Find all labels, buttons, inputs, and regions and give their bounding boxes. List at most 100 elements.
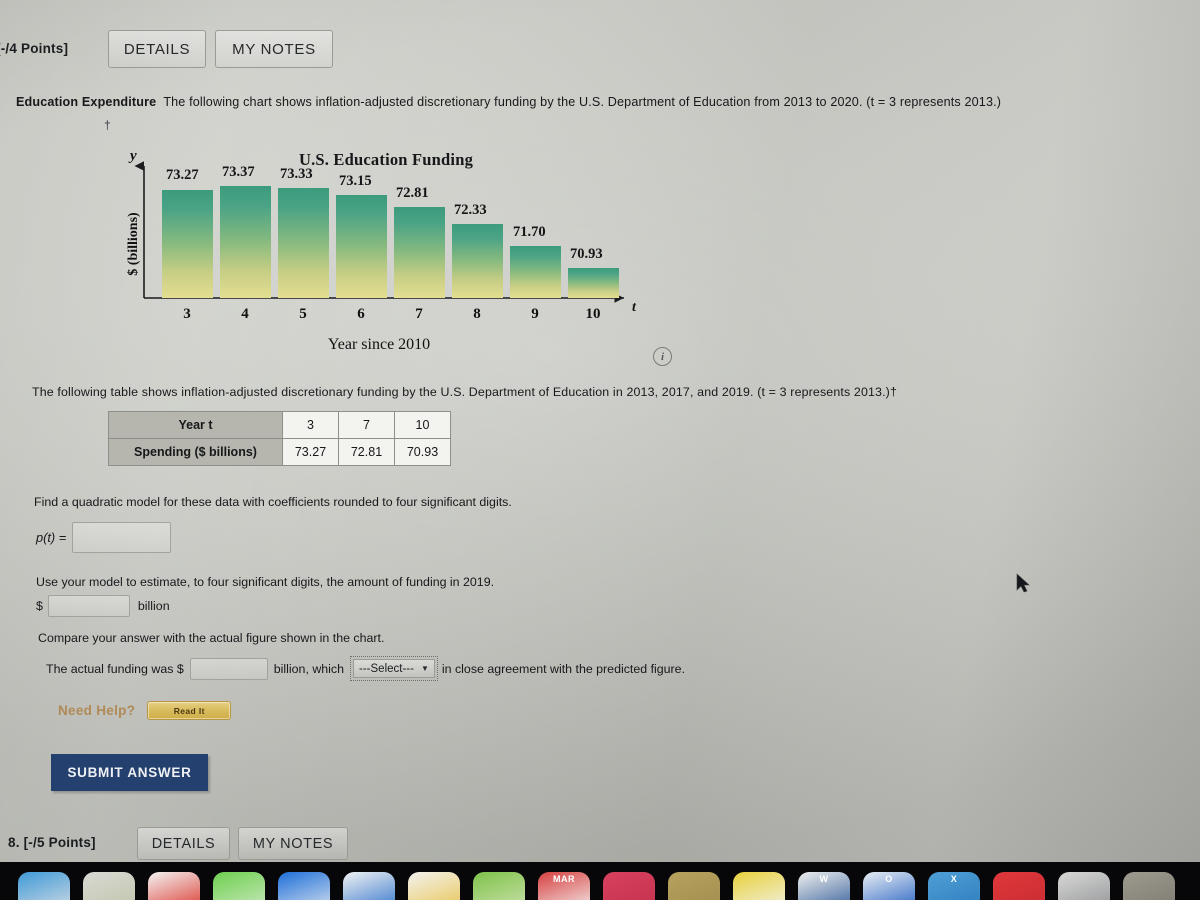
music-icon[interactable] [603, 872, 655, 900]
outlook-icon-glyph: O [885, 874, 893, 884]
system-settings-icon[interactable] [1058, 872, 1110, 900]
xcode-icon-glyph: X [950, 874, 958, 884]
xcode-icon[interactable]: X [928, 872, 980, 900]
table-cell: 7 [338, 411, 395, 439]
chart-bar [394, 207, 445, 298]
table-row: Year t 3 7 10 [108, 411, 451, 439]
next-problem-header: 8. [-/5 Points] DETAILS MY NOTES [0, 827, 1200, 863]
notes-green-icon[interactable] [473, 872, 525, 900]
photos-icon[interactable] [83, 872, 135, 900]
data-table: Year t 3 7 10 Spending ($ billions) 73.2… [108, 411, 451, 466]
my-notes-button-2[interactable]: MY NOTES [238, 827, 348, 860]
bar-value-label: 73.15 [339, 173, 372, 189]
table-cell: 3 [282, 411, 339, 439]
chart-bar [510, 246, 561, 298]
chart-title: U.S. Education Funding [298, 150, 474, 169]
actual-prefix-label: The actual funding was $ [46, 661, 184, 676]
finder-icon[interactable] [18, 872, 70, 900]
table-cell: 73.27 [282, 438, 339, 466]
agreement-select[interactable]: ---Select--- ▼ [353, 659, 435, 678]
word-icon[interactable]: W [798, 872, 850, 900]
need-help-label: Need Help? [58, 703, 136, 718]
table-row: Spending ($ billions) 73.27 72.81 70.93 [108, 438, 451, 466]
chart-figure: † U.S. Education Funding y t $ (billions… [96, 118, 676, 363]
appstore-icon[interactable] [408, 872, 460, 900]
question-2-answer-row: $ billion [36, 595, 170, 617]
exercise-prompt-text: The following chart shows inflation-adju… [163, 95, 1002, 109]
bar-value-label: 73.33 [280, 166, 313, 182]
details-button-2[interactable]: DETAILS [137, 827, 230, 860]
mouse-cursor [1016, 573, 1030, 593]
x-tick-label: 10 [585, 306, 601, 322]
my-notes-button[interactable]: MY NOTES [215, 30, 333, 68]
chevron-down-icon: ▼ [420, 664, 429, 673]
pt-input[interactable] [72, 522, 172, 553]
question-3-answer-row: The actual funding was $ billion, which … [46, 656, 685, 681]
mail-icon[interactable] [278, 872, 330, 900]
points-label: [-/4 Points] [0, 41, 69, 56]
excel-blue-icon[interactable] [343, 872, 395, 900]
question-2-text: Use your model to estimate, to four sign… [36, 575, 495, 589]
x-tick-label: 4 [241, 306, 249, 322]
x-tick-label: 6 [357, 306, 365, 322]
agreement-select-value: ---Select--- [359, 662, 414, 675]
table-prompt: The following table shows inflation-adju… [32, 385, 897, 399]
estimate-input[interactable] [47, 595, 130, 617]
chart-bar [568, 268, 619, 298]
next-points-label: 8. [-/5 Points] [8, 835, 96, 850]
calendar-icon[interactable]: MAR [538, 872, 590, 900]
agreement-select-focus-ring: ---Select--- ▼ [350, 656, 438, 681]
x-axis-label: Year since 2010 [327, 336, 431, 353]
x-tick-label: 5 [299, 306, 307, 322]
bar-value-label: 71.70 [513, 224, 546, 240]
macos-dock: MAR W O X [0, 862, 1200, 900]
chrome-icon[interactable] [148, 872, 200, 900]
x-tick-label: 8 [473, 306, 481, 322]
x-tick-label: 7 [415, 306, 423, 322]
need-help-row: Need Help? Read It [58, 701, 232, 720]
chart-bar [452, 224, 503, 298]
details-button[interactable]: DETAILS [108, 30, 206, 68]
red-app-icon[interactable] [993, 872, 1045, 900]
actual-suffix-label: in close agreement with the predicted fi… [441, 661, 686, 676]
actual-funding-input[interactable] [189, 657, 268, 680]
x-axis-letter: t [632, 300, 636, 315]
bar-value-label: 70.93 [570, 246, 603, 262]
trash-icon[interactable] [1123, 872, 1175, 900]
bar-value-label: 72.81 [396, 185, 429, 201]
table-cell: 70.93 [394, 438, 451, 466]
chart-bar [162, 190, 213, 298]
bar-value-label: 73.37 [222, 164, 255, 180]
yellow-notes-icon[interactable] [733, 872, 785, 900]
dollar-sign: $ [36, 599, 43, 613]
outlook-icon[interactable]: O [863, 872, 915, 900]
table-row-header: Spending ($ billions) [108, 438, 283, 466]
messages-icon[interactable] [213, 872, 265, 900]
table-cell: 10 [394, 411, 451, 439]
table-row-header: Year t [108, 411, 283, 439]
pt-label: p(t) = [36, 530, 67, 545]
x-tick-label: 9 [531, 306, 539, 322]
chart-bar [336, 195, 387, 298]
problem-header: [-/4 Points] DETAILS MY NOTES [0, 30, 1200, 72]
submit-answer-button[interactable]: SUBMIT ANSWER [51, 754, 208, 791]
question-3-text: Compare your answer with the actual figu… [38, 631, 385, 645]
monitor-screen [0, 0, 1200, 872]
read-it-button[interactable]: Read It [147, 701, 232, 720]
exercise-prompt: Education Expenditure The following chart… [16, 94, 1196, 111]
exercise-title: Education Expenditure [16, 95, 157, 109]
question-1-text: Find a quadratic model for these data wi… [34, 495, 512, 509]
figure-dagger: † [104, 118, 111, 132]
calendar-icon-glyph: MAR [553, 874, 575, 884]
x-tick-label: 3 [183, 306, 191, 322]
khaki-app-icon[interactable] [668, 872, 720, 900]
bar-value-label: 73.27 [166, 167, 199, 183]
chart-plot-area [134, 161, 624, 303]
y-axis-letter: y [130, 148, 137, 164]
word-icon-glyph: W [819, 874, 829, 884]
info-icon[interactable]: i [653, 347, 672, 366]
chart-bar [220, 186, 271, 298]
chart-bar [278, 188, 329, 298]
dock-icon-list: MAR W O X [18, 872, 1175, 900]
bar-value-label: 72.33 [454, 202, 487, 218]
